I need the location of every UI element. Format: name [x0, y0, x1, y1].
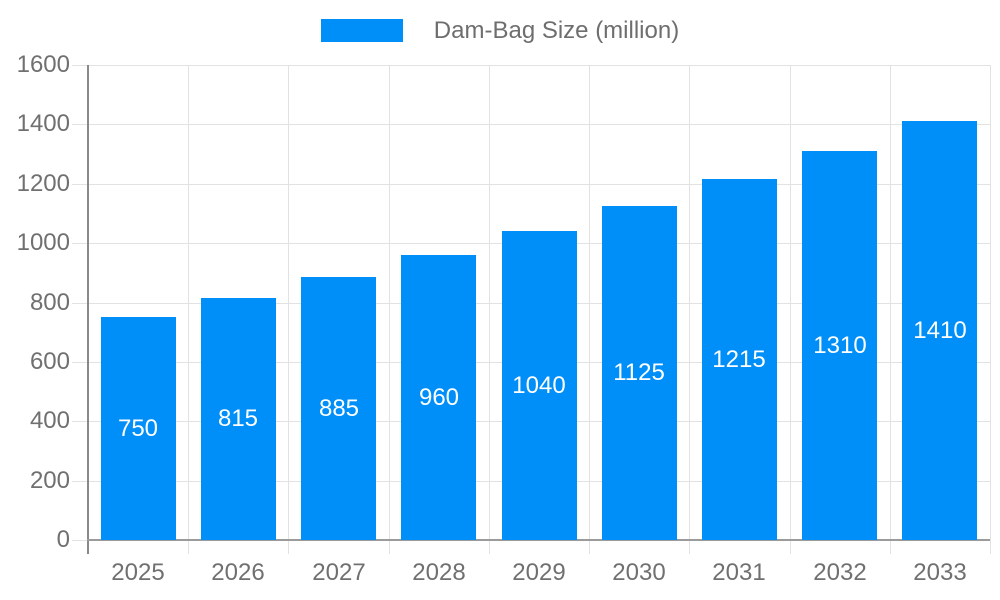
- x-gridline: [389, 65, 390, 554]
- x-tick-label: 2027: [312, 559, 366, 586]
- y-tick-label: 1400: [16, 110, 70, 137]
- bar[interactable]: [101, 317, 176, 540]
- y-tick-mark: [72, 540, 88, 541]
- x-tick-label: 2026: [211, 559, 265, 586]
- y-tick-label: 600: [29, 348, 70, 375]
- x-tick-label: 2032: [813, 559, 867, 586]
- x-gridline: [990, 65, 991, 554]
- bar[interactable]: [401, 255, 476, 540]
- y-tick-mark: [72, 124, 88, 125]
- x-gridline: [890, 65, 891, 554]
- x-gridline: [589, 65, 590, 554]
- bar[interactable]: [802, 151, 877, 540]
- y-gridline: [88, 65, 990, 66]
- chart-legend[interactable]: Dam-Bag Size (million): [0, 17, 1000, 44]
- x-tick-label: 2033: [913, 559, 967, 586]
- x-tick-label: 2025: [111, 559, 165, 586]
- y-tick-label: 400: [29, 407, 70, 434]
- y-tick-mark: [72, 303, 88, 304]
- y-tick-label: 1600: [16, 51, 70, 78]
- x-tick-label: 2031: [712, 559, 766, 586]
- legend-label: Dam-Bag Size (million): [433, 17, 680, 44]
- y-tick-label: 800: [29, 289, 70, 316]
- x-gridline: [188, 65, 189, 554]
- bar[interactable]: [502, 231, 577, 540]
- legend-swatch: [320, 19, 403, 42]
- bar[interactable]: [902, 121, 977, 540]
- x-gridline: [689, 65, 690, 554]
- x-axis-baseline: [87, 539, 990, 541]
- bar[interactable]: [602, 206, 677, 540]
- x-gridline: [288, 65, 289, 554]
- bar[interactable]: [201, 298, 276, 540]
- y-tick-mark: [72, 421, 88, 422]
- x-gridline: [790, 65, 791, 554]
- x-tick-label: 2030: [612, 559, 666, 586]
- y-tick-label: 0: [56, 526, 70, 553]
- y-tick-mark: [72, 243, 88, 244]
- bar[interactable]: [301, 277, 376, 540]
- y-tick-label: 1000: [16, 229, 70, 256]
- x-tick-label: 2028: [412, 559, 466, 586]
- x-gridline: [489, 65, 490, 554]
- y-tick-label: 1200: [16, 170, 70, 197]
- x-tick-label: 2029: [512, 559, 566, 586]
- y-tick-mark: [72, 362, 88, 363]
- y-axis-line: [87, 65, 89, 554]
- bar[interactable]: [702, 179, 777, 540]
- y-tick-label: 200: [29, 467, 70, 494]
- y-tick-mark: [72, 184, 88, 185]
- y-tick-mark: [72, 65, 88, 66]
- y-tick-mark: [72, 481, 88, 482]
- y-gridline: [88, 124, 990, 125]
